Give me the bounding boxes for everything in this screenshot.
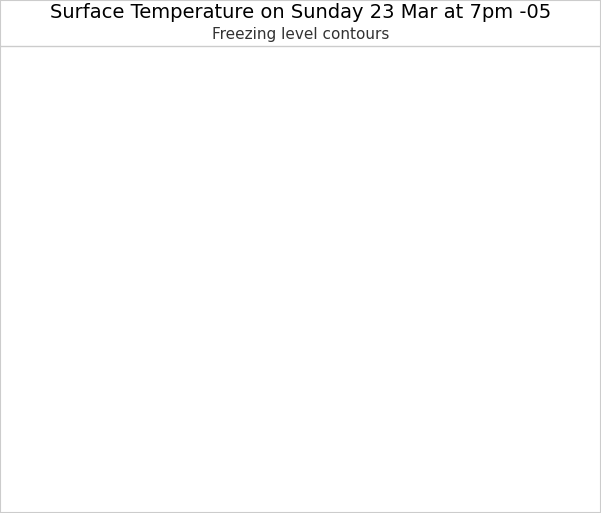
Text: Surface Temperature on Sunday 23 Mar at 7pm -05: Surface Temperature on Sunday 23 Mar at …: [50, 4, 551, 23]
Text: Freezing level contours: Freezing level contours: [212, 27, 389, 42]
